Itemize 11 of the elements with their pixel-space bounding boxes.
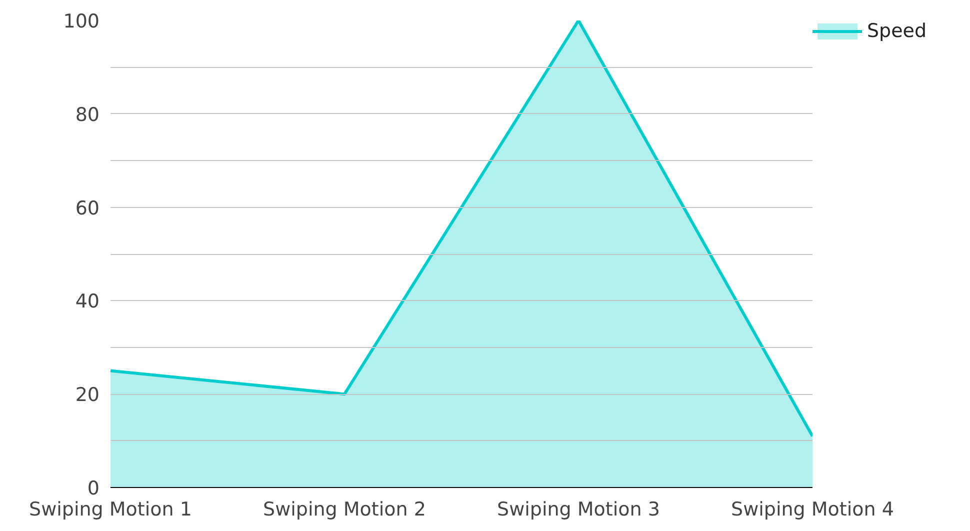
y-tick-label: 20 <box>75 384 100 406</box>
x-tick-label: Swiping Motion 3 <box>497 498 660 520</box>
y-tick-label: 60 <box>75 197 100 220</box>
y-tick-label: 0 <box>87 478 100 500</box>
y-tick-label: 80 <box>75 104 100 126</box>
x-tick-label: Swiping Motion 4 <box>731 498 894 520</box>
x-tick-label: Swiping Motion 2 <box>263 498 426 520</box>
legend-label: Speed <box>867 20 927 42</box>
y-tick-label: 100 <box>63 10 100 32</box>
x-tick-label: Swiping Motion 1 <box>29 498 192 520</box>
y-tick-label: 40 <box>75 290 100 313</box>
